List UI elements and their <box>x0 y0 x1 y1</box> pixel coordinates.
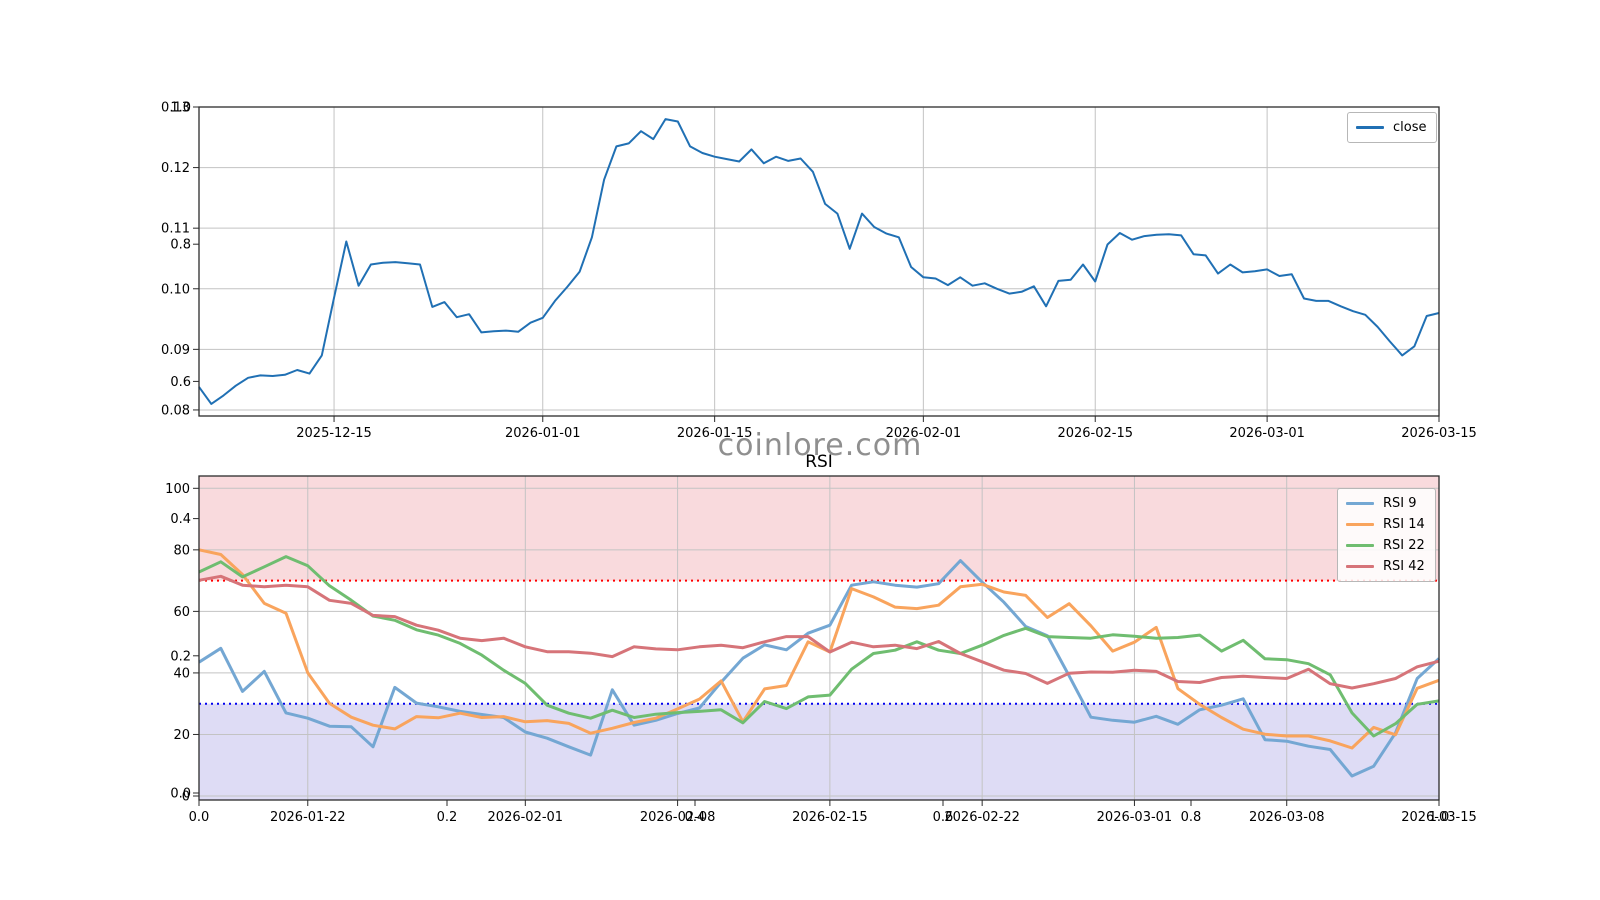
series-rsi-14 <box>198 548 1440 750</box>
y-tick-label: 0.08 <box>161 403 190 418</box>
y-tick-label: 60 <box>173 605 190 620</box>
y-tick-label: 0.12 <box>161 161 190 176</box>
y-tick-label: 0.13 <box>161 101 190 116</box>
y-tick-label: 0.09 <box>161 343 190 358</box>
phantom-x-tick-label: 0.0 <box>189 810 210 825</box>
phantom-y-tick-label: 0.8 <box>170 238 191 253</box>
y-tick-label: 80 <box>173 543 190 558</box>
legend-label-rsi9: RSI 9 <box>1383 496 1417 511</box>
y-tick-label: 100 <box>165 482 190 497</box>
phantom-y-tick-label: 1.0 <box>170 101 191 116</box>
phantom-x-tick-label: 0.6 <box>933 810 954 825</box>
x-tick-label: 2026-02-22 <box>944 810 1020 825</box>
x-tick-label: 2026-01-01 <box>505 426 581 441</box>
legend-close: close <box>1347 112 1438 143</box>
x-tick-label: 2026-02-01 <box>488 810 564 825</box>
phantom-x-tick-label: 0.4 <box>685 810 706 825</box>
phantom-y-tick-label: 0.0 <box>170 787 191 802</box>
x-tick-label: 2026-03-01 <box>1229 426 1305 441</box>
x-tick-label: 2026-02-01 <box>886 426 962 441</box>
phantom-x-tick-label: 1.0 <box>1429 810 1450 825</box>
series-close <box>198 118 1440 405</box>
y-tick-label: 0 <box>182 790 190 805</box>
series-rsi-42 <box>198 574 1440 690</box>
x-tick-label: 2026-03-15 <box>1401 426 1477 441</box>
phantom-y-tick-label: 0.4 <box>170 512 191 527</box>
legend-label-rsi14: RSI 14 <box>1383 517 1425 532</box>
legend-item-rsi9: RSI 9 <box>1346 493 1425 514</box>
legend-item-rsi22: RSI 22 <box>1346 535 1425 556</box>
legend-label-rsi22: RSI 22 <box>1383 538 1425 553</box>
x-tick-label: 2026-01-22 <box>270 810 346 825</box>
overbought-band <box>199 476 1439 581</box>
rsi14-line-swatch <box>1346 523 1374 526</box>
x-tick-label: 2026-03-01 <box>1097 810 1173 825</box>
rsi42-line-swatch <box>1346 565 1374 568</box>
x-tick-label: 2026-03-08 <box>1249 810 1325 825</box>
axes-box <box>198 475 1440 801</box>
rsi22-line-swatch <box>1346 544 1374 547</box>
y-tick-label: 40 <box>173 666 190 681</box>
x-tick-label: 2026-02-15 <box>1057 426 1133 441</box>
x-tick-label: 2026-03-15 <box>1401 810 1477 825</box>
legend-label-rsi42: RSI 42 <box>1383 559 1425 574</box>
legend-item-close: close <box>1356 117 1426 138</box>
x-tick-label: 2026-02-08 <box>640 810 716 825</box>
phantom-y-tick-label: 0.2 <box>170 649 191 664</box>
legend-item-rsi14: RSI 14 <box>1346 514 1425 535</box>
rsi-panel-title: RSI <box>805 452 833 472</box>
oversold-band <box>199 703 1439 800</box>
legend-item-rsi42: RSI 42 <box>1346 556 1425 577</box>
x-tick-label: 2026-02-15 <box>792 810 868 825</box>
watermark: coinlore.com <box>717 428 923 463</box>
close-line-swatch <box>1356 126 1384 129</box>
series-rsi-9 <box>198 559 1441 778</box>
y-tick-label: 0.10 <box>161 282 190 297</box>
phantom-y-tick-label: 0.6 <box>170 375 191 390</box>
axes-box <box>198 106 1440 417</box>
legend-label-close: close <box>1393 120 1427 135</box>
x-tick-label: 2025-12-15 <box>296 426 372 441</box>
legend-rsi: RSI 9 RSI 14 RSI 22 RSI 42 <box>1337 488 1436 582</box>
y-tick-label: 0.11 <box>161 222 190 237</box>
y-tick-label: 20 <box>173 728 190 743</box>
phantom-x-tick-label: 0.8 <box>1181 810 1202 825</box>
rsi9-line-swatch <box>1346 502 1374 505</box>
phantom-x-tick-label: 0.2 <box>437 810 458 825</box>
series-rsi-22 <box>198 555 1440 738</box>
x-tick-label: 2026-01-15 <box>677 426 753 441</box>
